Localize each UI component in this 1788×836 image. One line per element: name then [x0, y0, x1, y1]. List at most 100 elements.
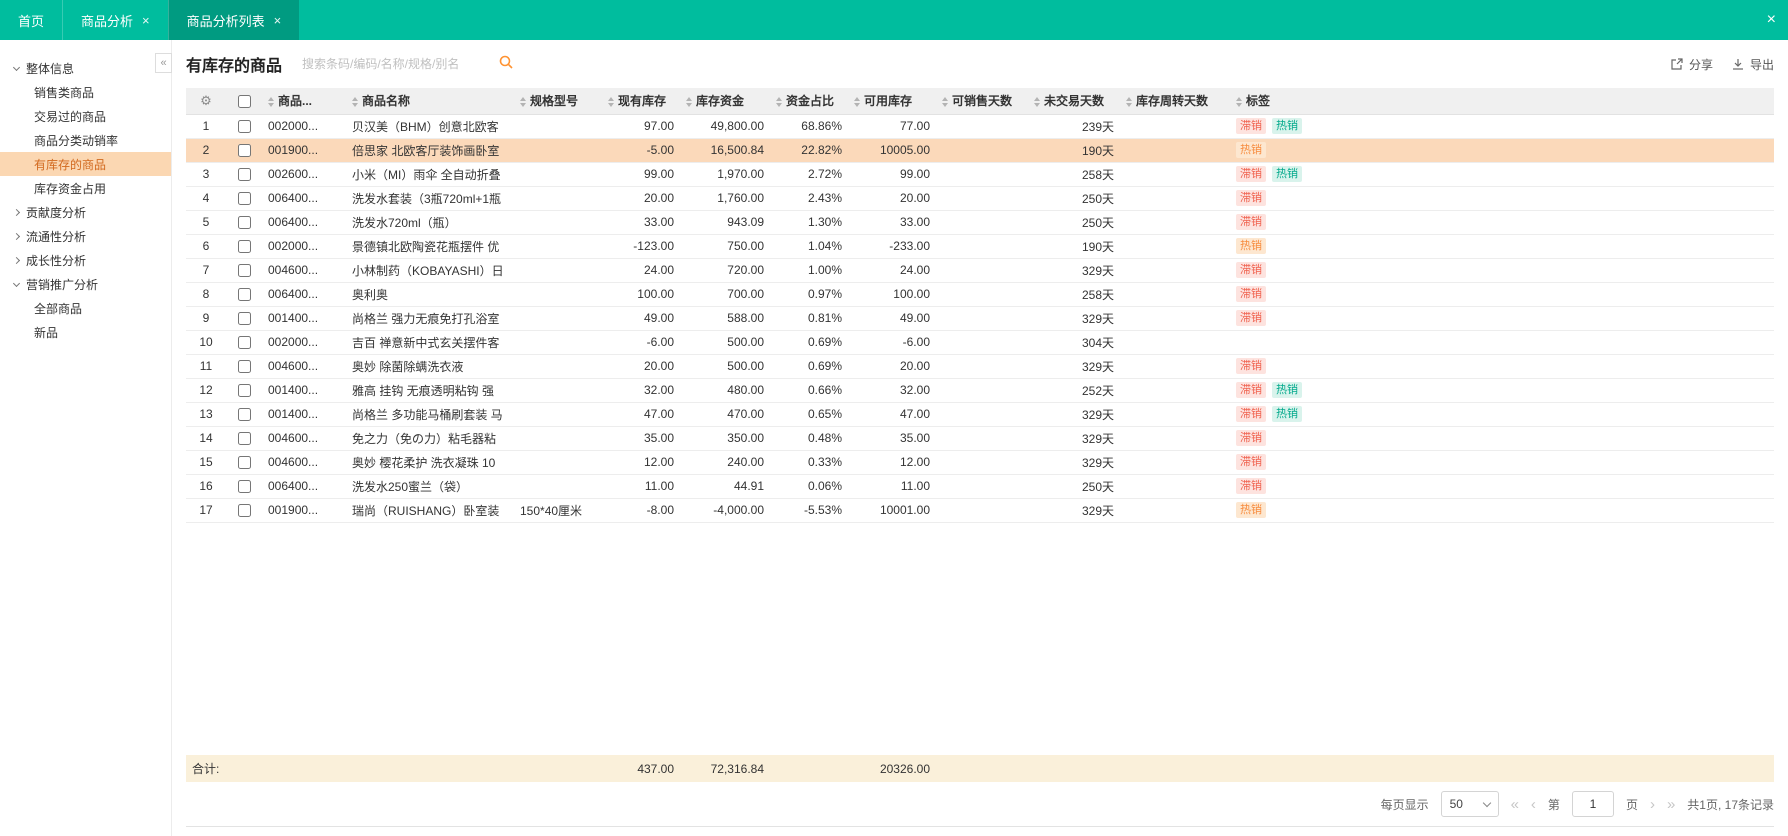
- table-row[interactable]: 14 004600... 免之力（免の力）粘毛器粘 35.00 350.00 0.48% 3…: [186, 426, 1774, 451]
- cell-available: 99.00: [848, 162, 936, 187]
- cell-row-index: 7: [186, 258, 226, 283]
- table-row[interactable]: 15 004600... 奥妙 樱花柔护 洗衣凝珠 10 12.00 240.00 0.3…: [186, 450, 1774, 475]
- sort-icon[interactable]: [608, 97, 614, 108]
- page-size-select[interactable]: 50: [1440, 791, 1499, 817]
- topbar-tab[interactable]: 商品分析 ×: [62, 0, 168, 40]
- sidebar-item[interactable]: 贡献度分析: [0, 200, 171, 224]
- cell-available: 32.00: [848, 378, 936, 403]
- last-page-button[interactable]: »: [1666, 795, 1676, 813]
- table-row[interactable]: 8 006400... 奥利奥 100.00 700.00 0.97% 100.00 258天…: [186, 282, 1774, 307]
- column-settings-header[interactable]: ⚙: [186, 88, 226, 115]
- row-checkbox[interactable]: [237, 216, 251, 230]
- sidebar-item[interactable]: 新品: [0, 320, 171, 344]
- sort-icon[interactable]: [942, 97, 948, 108]
- sort-icon[interactable]: [686, 97, 692, 108]
- cell-ratio: 2.43%: [770, 186, 848, 211]
- sidebar-item[interactable]: 流通性分析: [0, 224, 171, 248]
- cell-sell-days: [936, 258, 1028, 283]
- sidebar-item[interactable]: 成长性分析: [0, 248, 171, 272]
- sort-icon[interactable]: [520, 97, 526, 108]
- search-icon[interactable]: [498, 54, 514, 75]
- table-row[interactable]: 13 001400... 尚格兰 多功能马桶刷套装 马 47.00 470.00 0.65…: [186, 402, 1774, 427]
- sidebar-collapse-button[interactable]: «: [155, 53, 172, 73]
- row-checkbox[interactable]: [237, 288, 251, 302]
- table-row[interactable]: 9 001400... 尚格兰 强力无痕免打孔浴室 49.00 588.00 0.81% 4…: [186, 306, 1774, 331]
- sort-icon[interactable]: [776, 97, 782, 108]
- sort-icon[interactable]: [1126, 97, 1132, 108]
- column-header[interactable]: 商品名称: [346, 88, 514, 115]
- table-row[interactable]: 1 002000... 贝汉美（BHM）创意北欧客 97.00 49,800.00 68.…: [186, 114, 1774, 139]
- cell-checkbox: [226, 354, 262, 379]
- table-row[interactable]: 2 001900... 倍思家 北欧客厅装饰画卧室 -5.00 16,500.84 22.…: [186, 138, 1774, 163]
- table-row[interactable]: 3 002600... 小米（MI）雨伞 全自动折叠 99.00 1,970.00 2.7…: [186, 162, 1774, 187]
- tab-close-icon[interactable]: ×: [142, 12, 150, 28]
- table-row[interactable]: 10 002000... 吉百 禅意新中式玄关摆件客 -6.00 500.00 0.69%…: [186, 330, 1774, 355]
- cell-available: 49.00: [848, 306, 936, 331]
- row-checkbox[interactable]: [237, 360, 251, 374]
- sidebar-item[interactable]: 整体信息: [0, 56, 171, 80]
- column-header[interactable]: 标签: [1230, 88, 1774, 115]
- sidebar-item[interactable]: 商品分类动销率: [0, 128, 171, 152]
- row-checkbox[interactable]: [237, 264, 251, 278]
- table-row[interactable]: 17 001900... 瑞尚（RUISHANG）卧室装 150*40厘米 -8.00-…: [186, 498, 1774, 523]
- sidebar-item[interactable]: 库存资金占用: [0, 176, 171, 200]
- table-row[interactable]: 11 004600... 奥妙 除菌除螨洗衣液 20.00 500.00 0.69% 20.…: [186, 354, 1774, 379]
- sort-icon[interactable]: [268, 97, 274, 108]
- tag-orange: 热销: [1236, 238, 1266, 254]
- column-header[interactable]: 规格型号: [514, 88, 602, 115]
- row-checkbox[interactable]: [237, 456, 251, 470]
- column-header[interactable]: 库存周转天数: [1120, 88, 1230, 115]
- column-header[interactable]: 未交易天数: [1028, 88, 1120, 115]
- page-number-input[interactable]: [1571, 791, 1614, 817]
- column-header[interactable]: 可销售天数: [936, 88, 1028, 115]
- sort-icon[interactable]: [1034, 97, 1040, 108]
- table-row[interactable]: 6 002000... 景德镇北欧陶瓷花瓶摆件 优 -123.00 750.00 1.04…: [186, 234, 1774, 259]
- topbar-tab[interactable]: 商品分析列表 ×: [167, 0, 300, 40]
- share-button[interactable]: 分享: [1670, 56, 1713, 73]
- row-checkbox[interactable]: [237, 192, 251, 206]
- column-header[interactable]: 可用库存: [848, 88, 936, 115]
- table-row[interactable]: 5 006400... 洗发水720ml（瓶） 33.00 943.09 1.30% 33.…: [186, 210, 1774, 235]
- cell-name: 洗发水720ml（瓶）: [346, 210, 514, 235]
- export-button[interactable]: 导出: [1731, 56, 1774, 73]
- select-all-checkbox[interactable]: [237, 94, 251, 108]
- column-header[interactable]: 商品...: [262, 88, 346, 115]
- row-checkbox[interactable]: [237, 504, 251, 518]
- row-checkbox[interactable]: [237, 240, 251, 254]
- prev-page-button[interactable]: ‹: [1530, 795, 1536, 813]
- column-header[interactable]: 资金占比: [770, 88, 848, 115]
- tab-close-icon[interactable]: ×: [273, 12, 282, 28]
- table-row[interactable]: 16 006400... 洗发水250蜜兰（袋） 11.00 44.91 0.06% 11.…: [186, 474, 1774, 499]
- topbar-close-button[interactable]: ×: [1766, 11, 1776, 28]
- row-checkbox[interactable]: [237, 336, 251, 350]
- cell-ratio: 68.86%: [770, 114, 848, 139]
- table-row[interactable]: 12 001400... 雅高 挂钩 无痕透明粘钩 强 32.00 480.00 0.66…: [186, 378, 1774, 403]
- row-checkbox[interactable]: [237, 120, 251, 134]
- row-checkbox[interactable]: [237, 432, 251, 446]
- row-checkbox[interactable]: [237, 408, 251, 422]
- sort-icon[interactable]: [1236, 97, 1242, 108]
- table-row[interactable]: 7 004600... 小林制药（KOBAYASHI）日 24.00 720.00 1.0…: [186, 258, 1774, 283]
- row-checkbox[interactable]: [237, 384, 251, 398]
- row-checkbox[interactable]: [237, 480, 251, 494]
- next-page-button[interactable]: ›: [1649, 795, 1655, 813]
- row-checkbox[interactable]: [237, 312, 251, 326]
- cell-stock: 12.00: [602, 450, 680, 475]
- sort-icon[interactable]: [352, 97, 358, 108]
- gear-icon[interactable]: ⚙: [200, 92, 212, 108]
- sidebar-item[interactable]: 销售类商品: [0, 80, 171, 104]
- column-header[interactable]: 现有库存: [602, 88, 680, 115]
- sidebar-item[interactable]: 交易过的商品: [0, 104, 171, 128]
- column-header[interactable]: 库存资金: [680, 88, 770, 115]
- topbar-tab[interactable]: 首页: [0, 0, 62, 40]
- sidebar-item[interactable]: 全部商品: [0, 296, 171, 320]
- row-checkbox[interactable]: [237, 168, 251, 182]
- table-row[interactable]: 4 006400... 洗发水套装（3瓶720ml+1瓶 20.00 1,760.00 2…: [186, 186, 1774, 211]
- sidebar-item-label: 全部商品: [34, 301, 83, 316]
- first-page-button[interactable]: «: [1510, 795, 1519, 813]
- row-checkbox[interactable]: [237, 144, 251, 158]
- sort-icon[interactable]: [854, 97, 860, 108]
- sidebar-item[interactable]: 营销推广分析: [0, 272, 171, 296]
- sidebar-item[interactable]: 有库存的商品: [0, 152, 171, 176]
- search-input[interactable]: [302, 57, 493, 71]
